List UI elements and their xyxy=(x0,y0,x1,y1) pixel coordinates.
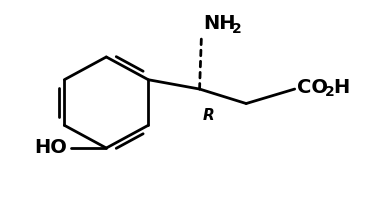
Text: 2: 2 xyxy=(231,22,241,36)
Text: R: R xyxy=(203,108,214,122)
Text: NH: NH xyxy=(203,14,236,33)
Text: CO: CO xyxy=(297,77,327,96)
Text: 2: 2 xyxy=(325,85,335,98)
Text: H: H xyxy=(334,77,350,96)
Text: HO: HO xyxy=(34,137,67,156)
